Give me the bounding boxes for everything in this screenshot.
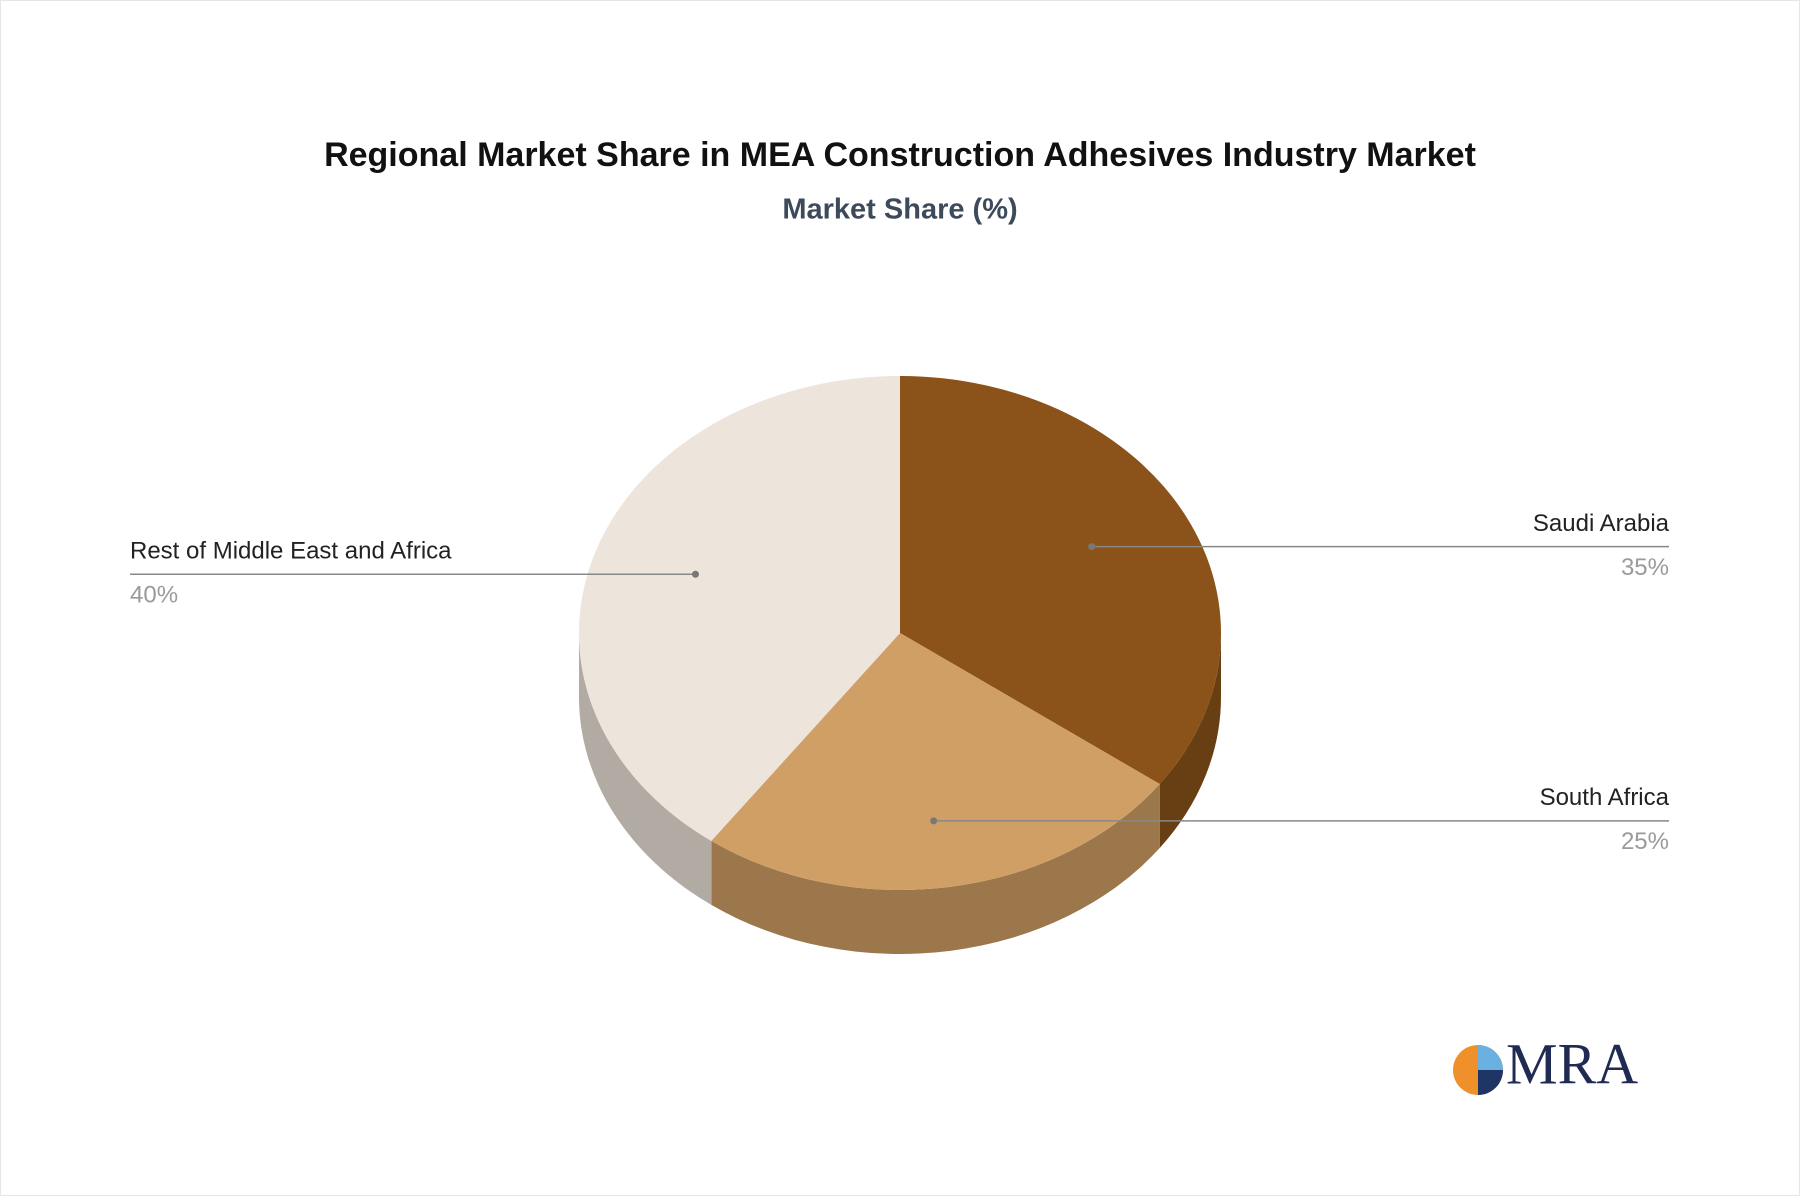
chart-title: Regional Market Share in MEA Constructio… — [324, 136, 1476, 174]
slice-value: 40% — [130, 582, 178, 609]
logo-text: MRA — [1506, 1031, 1638, 1096]
slice-label: South Africa — [1540, 784, 1670, 811]
slice — [578, 375, 900, 841]
leader-dot — [930, 817, 938, 825]
slice-value: 35% — [1621, 554, 1669, 581]
logo-wedge — [1478, 1045, 1503, 1070]
logo-wedge — [1478, 1070, 1503, 1095]
leader-dot — [1088, 543, 1096, 551]
slice-value: 25% — [1621, 828, 1669, 855]
slice — [711, 633, 1160, 890]
slice-label: Saudi Arabia — [1533, 510, 1670, 537]
slice-side — [1159, 633, 1221, 849]
slice — [900, 376, 1221, 785]
slice-side — [711, 784, 1160, 954]
logo: MRA — [1453, 1031, 1638, 1096]
leader-dot — [691, 570, 699, 578]
pie: Saudi Arabia 35% South Africa 25% Rest of Mi… — [130, 375, 1670, 954]
slice-label: Rest of Middle East and Africa — [130, 538, 452, 565]
chart-subtitle: Market Share (%) — [782, 194, 1017, 226]
slice-side — [579, 633, 712, 905]
